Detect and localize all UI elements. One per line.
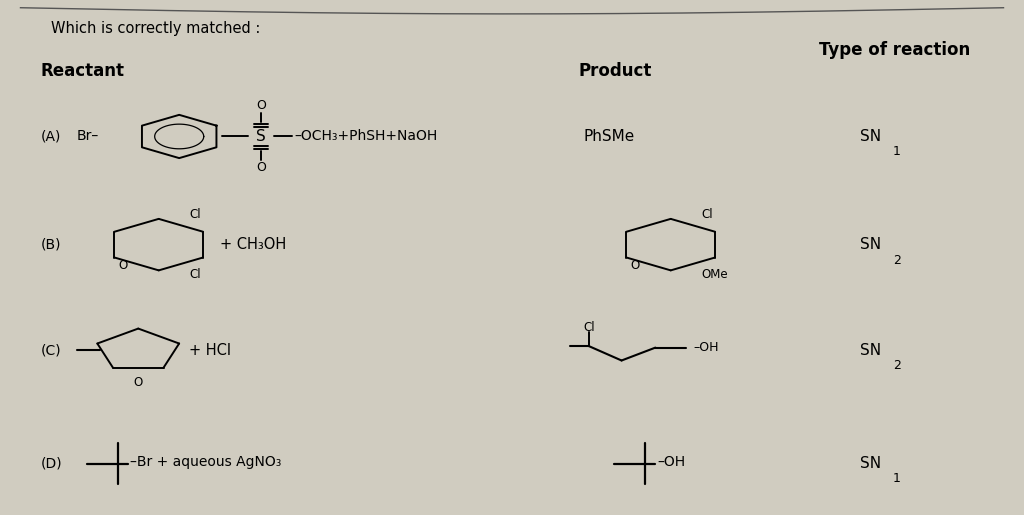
Text: SN: SN: [860, 129, 882, 144]
Text: O: O: [119, 259, 128, 272]
Text: –OCH₃+PhSH+NaOH: –OCH₃+PhSH+NaOH: [294, 129, 437, 144]
Text: Cl: Cl: [188, 209, 201, 221]
Text: (B): (B): [41, 237, 61, 252]
Text: –OH: –OH: [657, 455, 685, 470]
Text: Br–: Br–: [77, 129, 99, 144]
Text: SN: SN: [860, 456, 882, 471]
Text: (A): (A): [41, 129, 61, 144]
Text: OMe: OMe: [700, 268, 728, 281]
Text: O: O: [256, 99, 266, 112]
Text: O: O: [133, 375, 143, 389]
Text: 1: 1: [893, 145, 901, 159]
Text: + CH₃OH: + CH₃OH: [220, 237, 287, 252]
Text: Cl: Cl: [700, 209, 713, 221]
Text: Cl: Cl: [188, 268, 201, 281]
Text: (C): (C): [41, 343, 61, 357]
Text: 2: 2: [893, 253, 901, 267]
Text: Which is correctly matched :: Which is correctly matched :: [51, 21, 260, 36]
Text: S: S: [256, 129, 266, 144]
Text: SN: SN: [860, 342, 882, 358]
Text: PhSMe: PhSMe: [584, 129, 635, 144]
Text: + HCl: + HCl: [189, 342, 231, 358]
Text: SN: SN: [860, 237, 882, 252]
Text: (D): (D): [41, 456, 62, 471]
Text: Product: Product: [579, 62, 652, 80]
Text: Reactant: Reactant: [41, 62, 125, 80]
Text: O: O: [256, 161, 266, 174]
Text: 1: 1: [893, 472, 901, 486]
Text: Type of reaction: Type of reaction: [819, 41, 971, 59]
Text: O: O: [631, 259, 640, 272]
Text: 2: 2: [893, 359, 901, 372]
Text: –OH: –OH: [693, 341, 719, 354]
Text: Cl: Cl: [583, 320, 595, 334]
Text: –Br + aqueous AgNO₃: –Br + aqueous AgNO₃: [130, 455, 282, 470]
